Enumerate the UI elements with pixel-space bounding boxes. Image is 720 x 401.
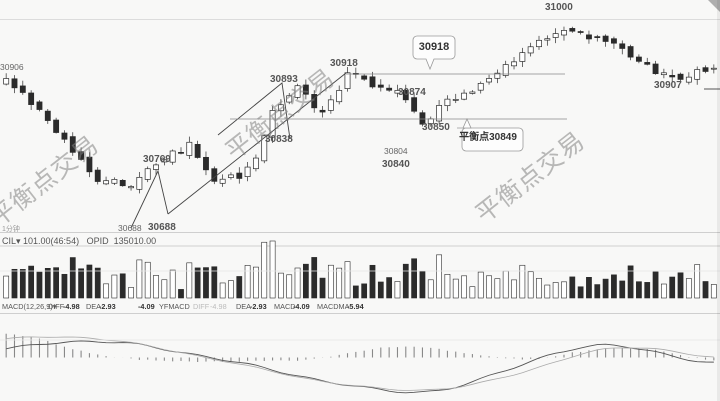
svg-text:平衡点30849: 平衡点30849 [459, 130, 517, 143]
svg-text:30918: 30918 [419, 41, 450, 53]
